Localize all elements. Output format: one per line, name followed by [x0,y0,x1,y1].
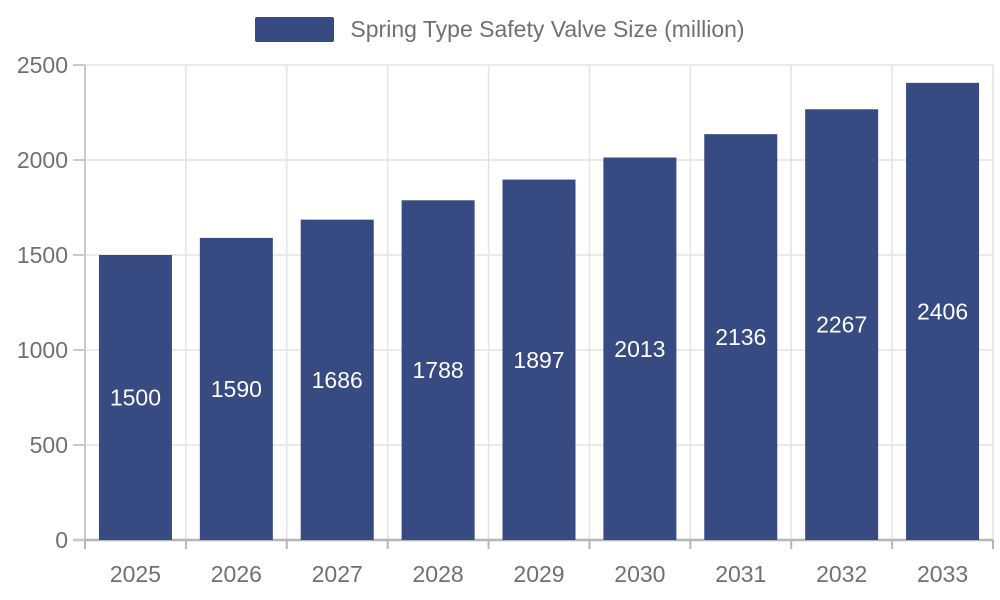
bar-value-label: 1897 [513,347,564,373]
bar-value-label: 1500 [110,385,161,411]
y-tick-label: 2000 [17,147,68,173]
bar-value-label: 1686 [312,367,363,393]
x-tick-label: 2033 [917,561,968,587]
bar-value-label: 2267 [816,312,867,338]
x-tick-label: 2029 [513,561,564,587]
bar-value-label: 2013 [614,336,665,362]
bar-value-label: 2136 [715,324,766,350]
bar-2032[interactable] [805,109,879,541]
bar-2025[interactable] [98,255,172,540]
x-tick-label: 2027 [312,561,363,587]
bar-2033[interactable] [906,82,980,541]
bar-2028[interactable] [401,200,475,540]
x-tick-label: 2026 [211,561,262,587]
bar-2026[interactable] [199,237,273,540]
legend-label: Spring Type Safety Valve Size (million) [350,16,745,42]
x-tick-label: 2032 [816,561,867,587]
x-tick-label: 2031 [715,561,766,587]
x-tick-label: 2030 [614,561,665,587]
bar-2027[interactable] [300,219,374,540]
bar-value-label: 1788 [413,357,464,383]
legend-swatch-icon [255,17,335,42]
y-tick-label: 500 [30,432,68,458]
bar-2029[interactable] [502,179,576,540]
y-tick-label: 1000 [17,337,68,363]
x-tick-label: 2025 [110,561,161,587]
legend-item[interactable]: Spring Type Safety Valve Size (million) [0,16,1000,43]
y-tick-label: 2500 [17,52,68,78]
bar-2031[interactable] [704,134,778,540]
bar-value-label: 1590 [211,376,262,402]
x-tick-label: 2028 [413,561,464,587]
bar-2030[interactable] [603,157,677,540]
y-tick-label: 1500 [17,242,68,268]
y-tick-label: 0 [55,527,68,553]
bar-value-label: 2406 [917,298,968,324]
